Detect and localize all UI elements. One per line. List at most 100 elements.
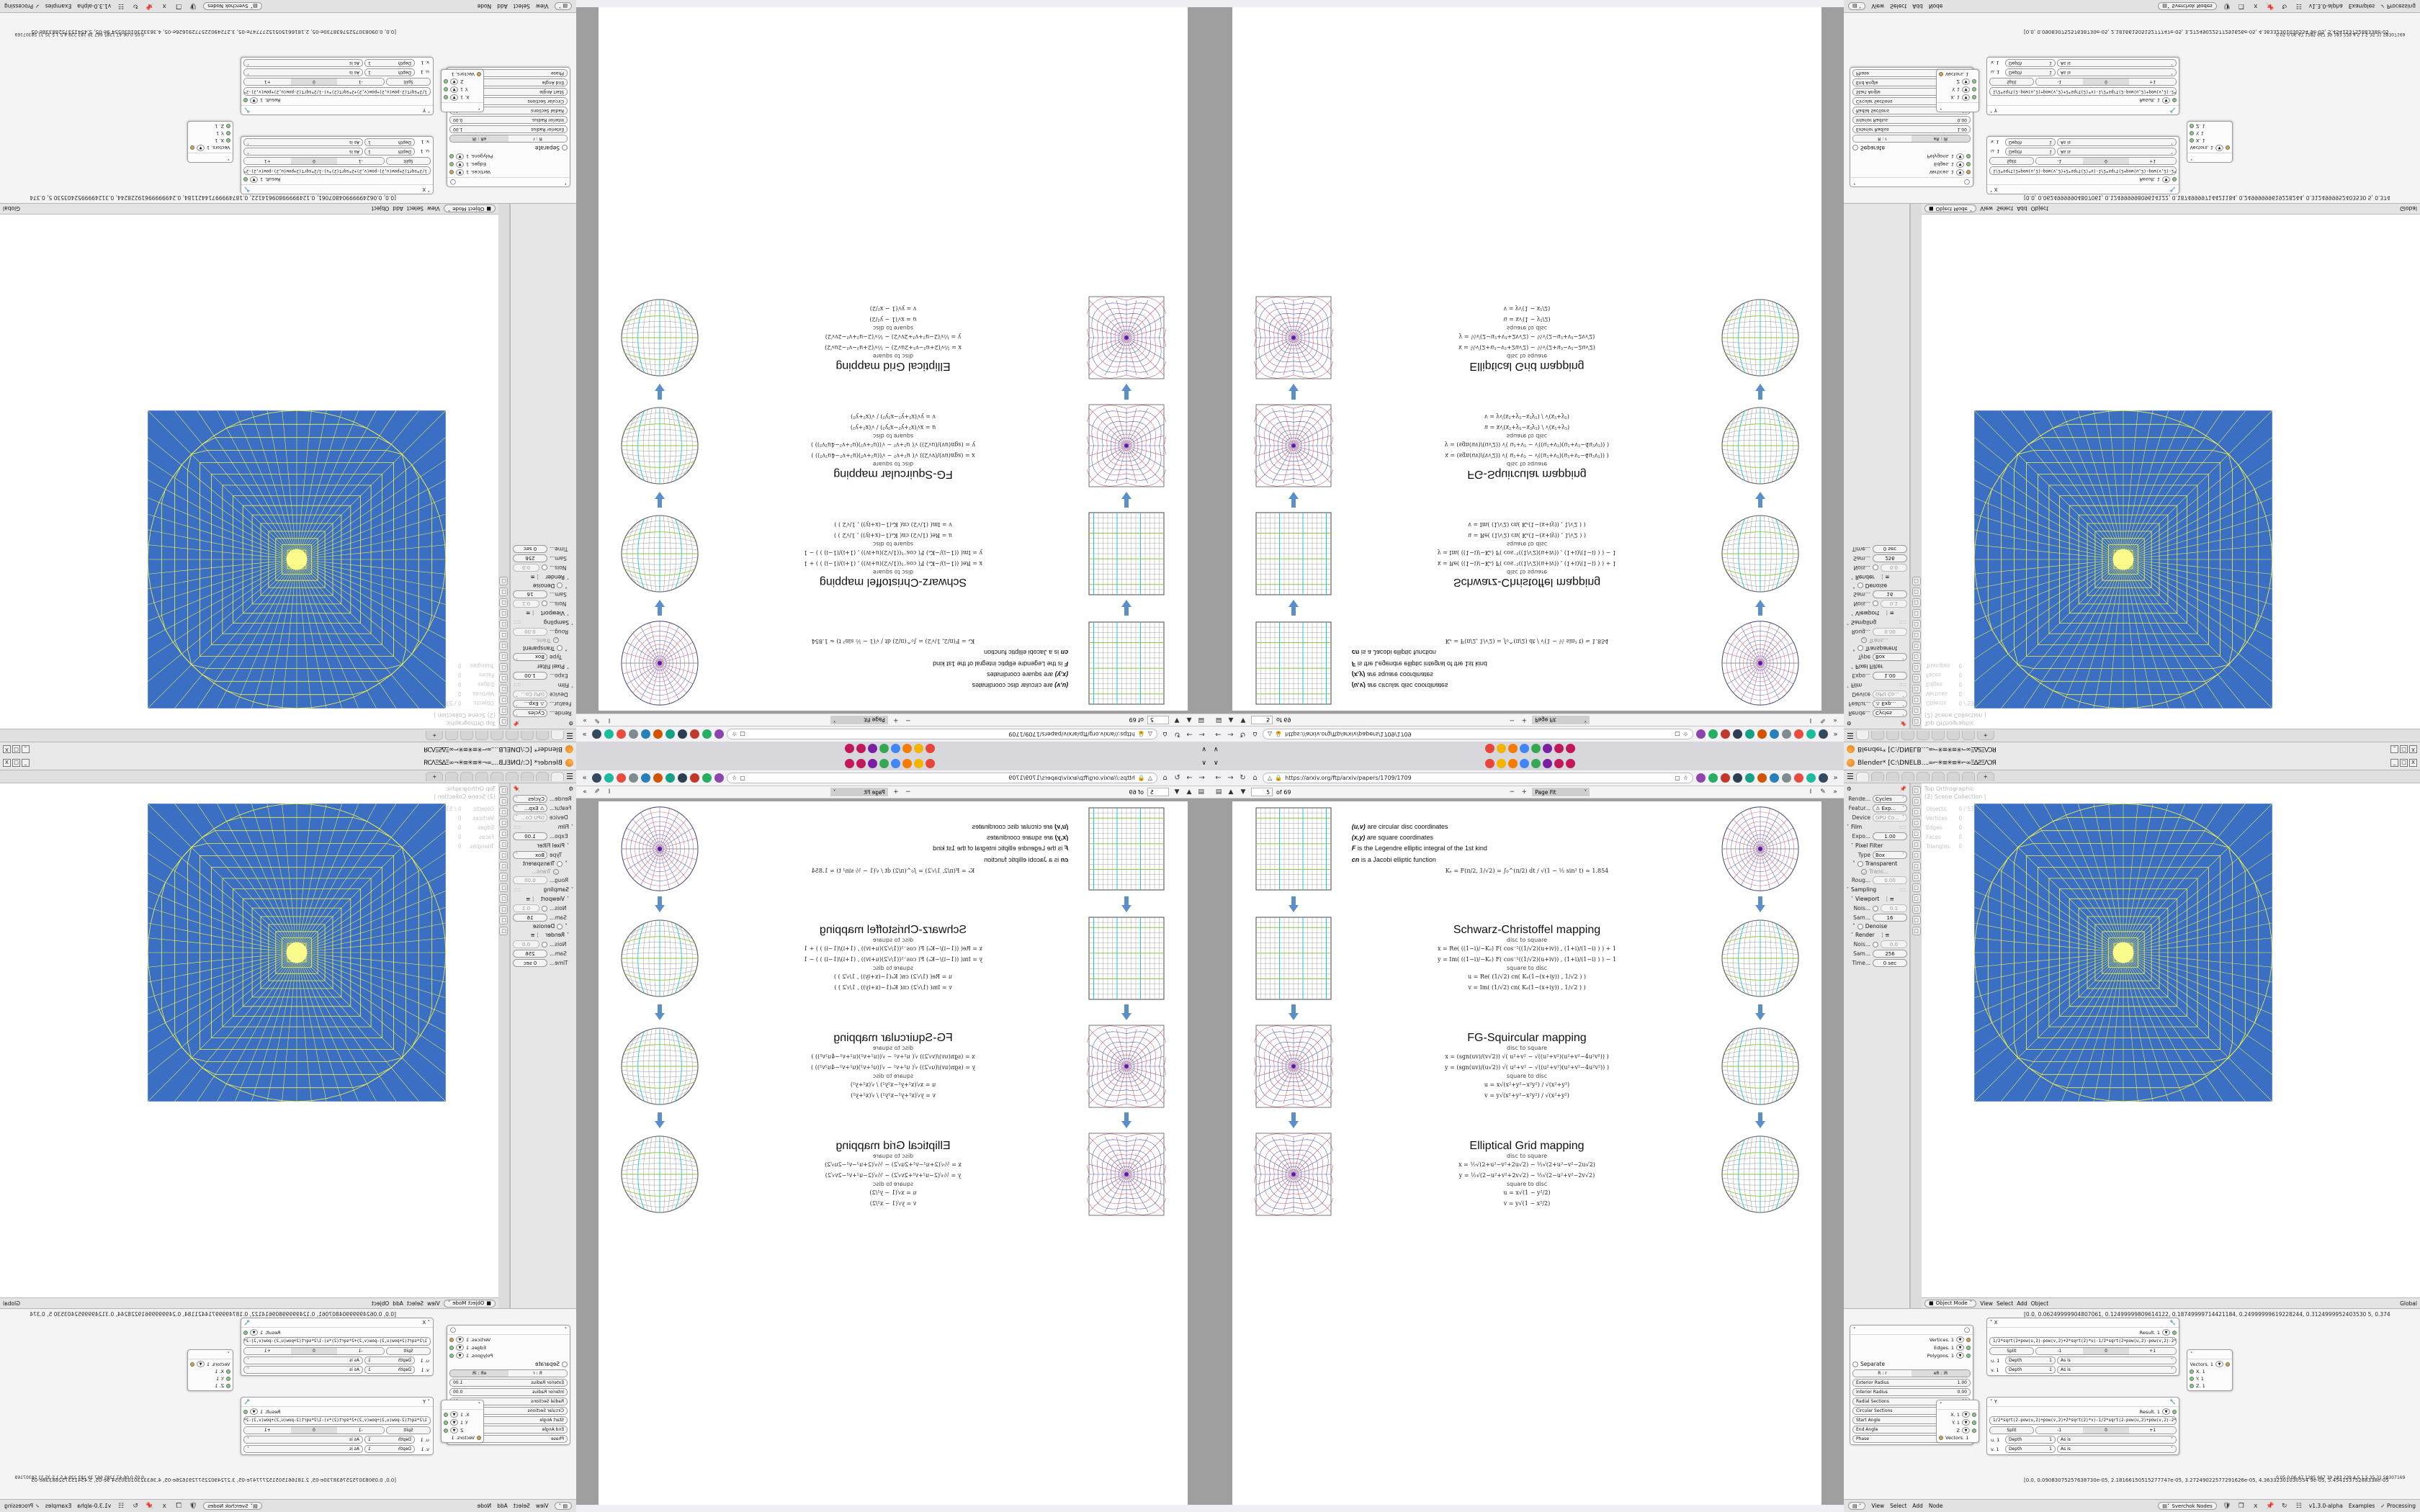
property-subsection[interactable]: ˅ Pixel Filter — [1851, 842, 1883, 849]
node-torus[interactable]: ˅ ◯ Vertices. 1 ▼ Edges. 1 ▼ Polygons. 1 ▼ Sep… — [1850, 1325, 1973, 1445]
segment-option[interactable]: 0 — [2082, 78, 2130, 85]
translate-icon[interactable] — [1757, 773, 1767, 783]
toggle-option[interactable]: eR : iR — [450, 135, 508, 142]
more-tools-icon[interactable]: » — [1833, 788, 1837, 796]
node-field[interactable]: Exterior Radius 1.00 — [449, 1379, 568, 1387]
delete-icon[interactable]: x — [2254, 2, 2258, 10]
workspace-tab[interactable]: + — [426, 731, 444, 740]
workspace-tab[interactable] — [1901, 731, 1914, 740]
workspace-tab[interactable] — [1946, 731, 1960, 740]
object-icon[interactable]: □ — [499, 642, 508, 650]
node-formula-y[interactable]: ˅ Y 🔧 Result. 1 ▼ 1/2*sqrt(2-pow(u,2)+pow(… — [1986, 1397, 2179, 1455]
node-output-socket[interactable]: Polygons. 1 ▼ — [449, 153, 568, 160]
node-input-row[interactable]: v. 1 Depth 1 As is ˅ — [1989, 1445, 2177, 1453]
blender-topbar[interactable]: ☰ + — [0, 729, 576, 742]
property-row[interactable]: Nois... 0.1 — [511, 904, 576, 913]
node-editor-type-selector[interactable]: ▤ ˅ — [1848, 1502, 1866, 1510]
node-input-socket[interactable]: Y. 1 — [190, 1376, 230, 1382]
delete-icon[interactable]: x — [162, 2, 166, 10]
flower-tab-2[interactable] — [1566, 744, 1576, 754]
workspace-tab[interactable] — [506, 772, 519, 781]
field-value[interactable]: 1.00 — [1957, 1380, 1967, 1385]
property-section-header[interactable]: ˅ Sampling:::: — [514, 886, 573, 893]
data-icon[interactable]: □ — [499, 916, 508, 924]
workspace-tab[interactable] — [1886, 731, 1899, 740]
noscript-icon[interactable] — [1733, 729, 1742, 739]
object-icon[interactable]: □ — [1912, 642, 1921, 650]
close-button[interactable]: X — [3, 745, 11, 753]
browser-tab-strip[interactable]: ∨ — [1210, 756, 1844, 770]
data-icon[interactable]: □ — [1912, 916, 1921, 924]
translate-icon[interactable] — [1757, 729, 1767, 739]
property-row[interactable]: Sam... 256 — [511, 949, 576, 958]
node-editor-footer[interactable]: ▤ ˅ View Select Add Node ▤˅ Sverchok Nod… — [1844, 0, 2420, 13]
blender-window-top-left[interactable]: Blender* [C:\DNELB....∞⌐✳≡✳≡✳⌐∞ΞΔƧΞΛƆЯ _… — [0, 0, 576, 756]
snap-icon[interactable]: ☷ — [2295, 1502, 2302, 1510]
node-output-socket[interactable]: Result. 1 ▼ — [1989, 176, 2177, 183]
node-editor-type-selector[interactable]: ▤ ˅ — [554, 1502, 572, 1510]
property-subsection[interactable]: ˅ Render ⋮≡ — [1851, 574, 1890, 580]
hamburger-menu-icon[interactable]: ☰ — [566, 731, 573, 740]
node-field[interactable]: Interior Radius 0.00 — [449, 116, 568, 124]
node-output-socket[interactable]: Z ▼ — [1939, 1427, 1976, 1434]
addon-icon[interactable] — [604, 773, 614, 783]
depth-field[interactable]: Depth 1 — [2005, 1436, 2056, 1444]
pocket-icon[interactable] — [702, 729, 712, 739]
reload-icon[interactable]: ↻ — [1174, 730, 1180, 738]
tab-icon[interactable] — [592, 729, 601, 739]
node-header[interactable]: ˅ ◯ — [447, 177, 570, 186]
node-editor-type-selector[interactable]: ▤ ˅ — [1848, 2, 1866, 10]
shield-icon[interactable] — [714, 729, 724, 739]
property-row[interactable]: Roug... 0.00 — [1844, 627, 1909, 636]
pdf-page-view[interactable]: (u,v) are circular disc coordinates (x,y)… — [576, 7, 1210, 714]
pocket-icon[interactable] — [702, 773, 712, 783]
property-checkbox[interactable]: ˅ Transparent — [522, 645, 568, 652]
workspace-tab[interactable] — [1870, 772, 1884, 781]
radius-mode-toggle[interactable]: R : r eR : iR — [1852, 1369, 1971, 1377]
depth-field[interactable]: Depth 1 — [364, 68, 415, 76]
reader-icon[interactable]: ▢ — [740, 731, 745, 737]
scholar-tab[interactable] — [913, 758, 923, 768]
properties-editor[interactable]: ⚙ 📌 Rende... Cycles ˅ Featur... ⚠ Exp... ˅… — [510, 204, 576, 729]
addon-icon[interactable] — [1806, 773, 1816, 783]
copy-icon[interactable]: ❐ — [176, 2, 182, 10]
property-value[interactable]: GPU Co... ˅ — [1873, 690, 1907, 698]
mode-dropdown[interactable]: As is ˅ — [2057, 138, 2177, 146]
property-row[interactable]: Rende... Cycles ˅ — [511, 794, 576, 804]
material-icon[interactable]: □ — [499, 927, 508, 935]
flower-tab-2[interactable] — [844, 758, 854, 768]
node-header[interactable]: ˅ ◯ — [447, 1326, 570, 1335]
property-value[interactable]: Box ˅ — [1873, 851, 1907, 859]
property-subsection[interactable]: ˅ Viewport ⋮≡ — [1851, 610, 1894, 616]
flower-tab[interactable] — [1554, 744, 1564, 754]
split-button[interactable]: Split — [1989, 1347, 2034, 1355]
url-text[interactable]: https://arxiv.org/ftp/arxiv/papers/1709/… — [1008, 775, 1135, 781]
pin-icon[interactable]: 📌 — [514, 720, 521, 726]
toggle-option[interactable]: R : r — [1853, 135, 1912, 142]
node-formula-y[interactable]: ˅ Y 🔧 Result. 1 ▼ 1/2*sqrt(2-pow(u,2)+pow(… — [241, 57, 434, 115]
segment-option[interactable]: +1 — [243, 1427, 291, 1434]
list-tabs-icon[interactable]: ∨ — [1201, 760, 1206, 767]
smiley-tab[interactable] — [879, 758, 889, 768]
tool-icon[interactable]: □ — [499, 717, 508, 726]
property-value[interactable]: GPU Co... ˅ — [513, 690, 547, 698]
mode-dropdown[interactable]: As is ˅ — [243, 1445, 363, 1453]
zoom-in-button[interactable]: + — [893, 716, 899, 724]
node-input-socket[interactable]: Vectors. 1 — [1939, 1435, 1976, 1441]
transform-orientation[interactable]: Global — [3, 205, 20, 212]
lock-icon[interactable]: 🔒 — [1275, 775, 1283, 781]
node-input-row[interactable]: v. 1 Depth 1 As is ˅ — [1989, 59, 2177, 67]
property-section-header[interactable]: ˅ Film:::: — [514, 682, 573, 688]
property-row[interactable]: Featur... ⚠ Exp... ˅ — [1844, 699, 1909, 708]
pin-icon[interactable]: 📌 — [1899, 786, 1906, 792]
toggle-option[interactable]: eR : iR — [1912, 1370, 1970, 1377]
more-tools-icon[interactable]: » — [1833, 716, 1837, 724]
data-icon[interactable]: □ — [499, 588, 508, 596]
property-value[interactable]: Cycles ˅ — [1873, 795, 1907, 803]
node-editor-footer[interactable]: ▤ ˅ View Select Add Node ▤˅ Sverchok Nod… — [1844, 1499, 2420, 1512]
workspace-tab[interactable] — [1916, 731, 1930, 740]
physics-icon[interactable]: □ — [499, 894, 508, 903]
property-checkbox[interactable]: ˅ Denoise — [1852, 923, 1888, 930]
adblock-icon[interactable] — [690, 773, 699, 783]
property-section-header[interactable]: ˅ Sampling:::: — [1847, 886, 1906, 893]
